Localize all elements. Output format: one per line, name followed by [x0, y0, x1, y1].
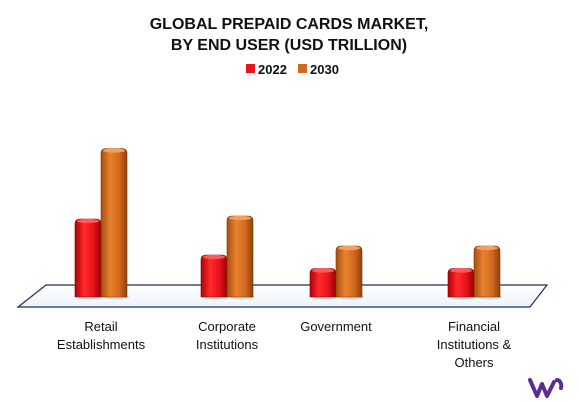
- category-label-0-line-0: Retail: [84, 319, 117, 334]
- bar-body-2030-0: [100, 148, 128, 298]
- chart-title-line-1: GLOBAL PREPAID CARDS MARKET,: [150, 16, 429, 33]
- bar-cap-2022-0: [77, 218, 99, 224]
- legend-label-2030: 2030: [310, 62, 339, 77]
- chart-title-line-2: BY END USER (USD TRILLION): [171, 37, 407, 54]
- legend-swatch-2022: [246, 64, 255, 73]
- category-label-3-line-1: Institutions &: [437, 337, 512, 352]
- bar-2022-3: [447, 268, 475, 298]
- category-label-1-line-1: Institutions: [196, 337, 259, 352]
- bar-2022-0: [74, 218, 102, 298]
- category-label-3-line-0: Financial: [448, 319, 500, 334]
- category-label-1-line-0: Corporate: [198, 319, 256, 334]
- bar-2030-2: [335, 245, 363, 298]
- legend-swatch-2030: [298, 64, 307, 73]
- legend: 2022 2030: [246, 62, 339, 77]
- bar-2030-0: [100, 148, 128, 298]
- bar-cap-2022-3: [450, 268, 472, 273]
- bars-group: [74, 148, 502, 300]
- bar-body-2030-2: [335, 245, 363, 298]
- bar-2030-1: [226, 215, 254, 298]
- bar-body-2030-1: [226, 215, 254, 298]
- bar-cap-2030-2: [338, 245, 360, 251]
- chart-floor: [16, 284, 549, 308]
- category-label-3-line-2: Others: [454, 355, 494, 370]
- bar-cap-2030-0: [103, 148, 125, 153]
- category-labels: Retail Establishments Corporate Institution…: [57, 319, 512, 370]
- vmr-logo: [528, 378, 564, 398]
- bar-cap-2030-3: [476, 245, 498, 251]
- bar-cap-2030-1: [229, 215, 251, 221]
- bar-body-2022-3: [447, 268, 475, 298]
- bar-cap-2022-2: [312, 268, 334, 273]
- legend-label-2022: 2022: [258, 62, 287, 77]
- bar-2030-3: [473, 245, 501, 298]
- bar-body-2022-1: [200, 254, 228, 298]
- bar-body-2022-0: [74, 218, 102, 298]
- category-label-2-line-0: Government: [300, 319, 372, 334]
- bar-body-2030-3: [473, 245, 501, 298]
- bar-cap-2022-1: [203, 254, 225, 260]
- bar-2022-1: [200, 254, 228, 298]
- bar-body-2022-2: [309, 268, 337, 298]
- category-label-0-line-1: Establishments: [57, 337, 146, 352]
- bar-2022-2: [309, 268, 337, 298]
